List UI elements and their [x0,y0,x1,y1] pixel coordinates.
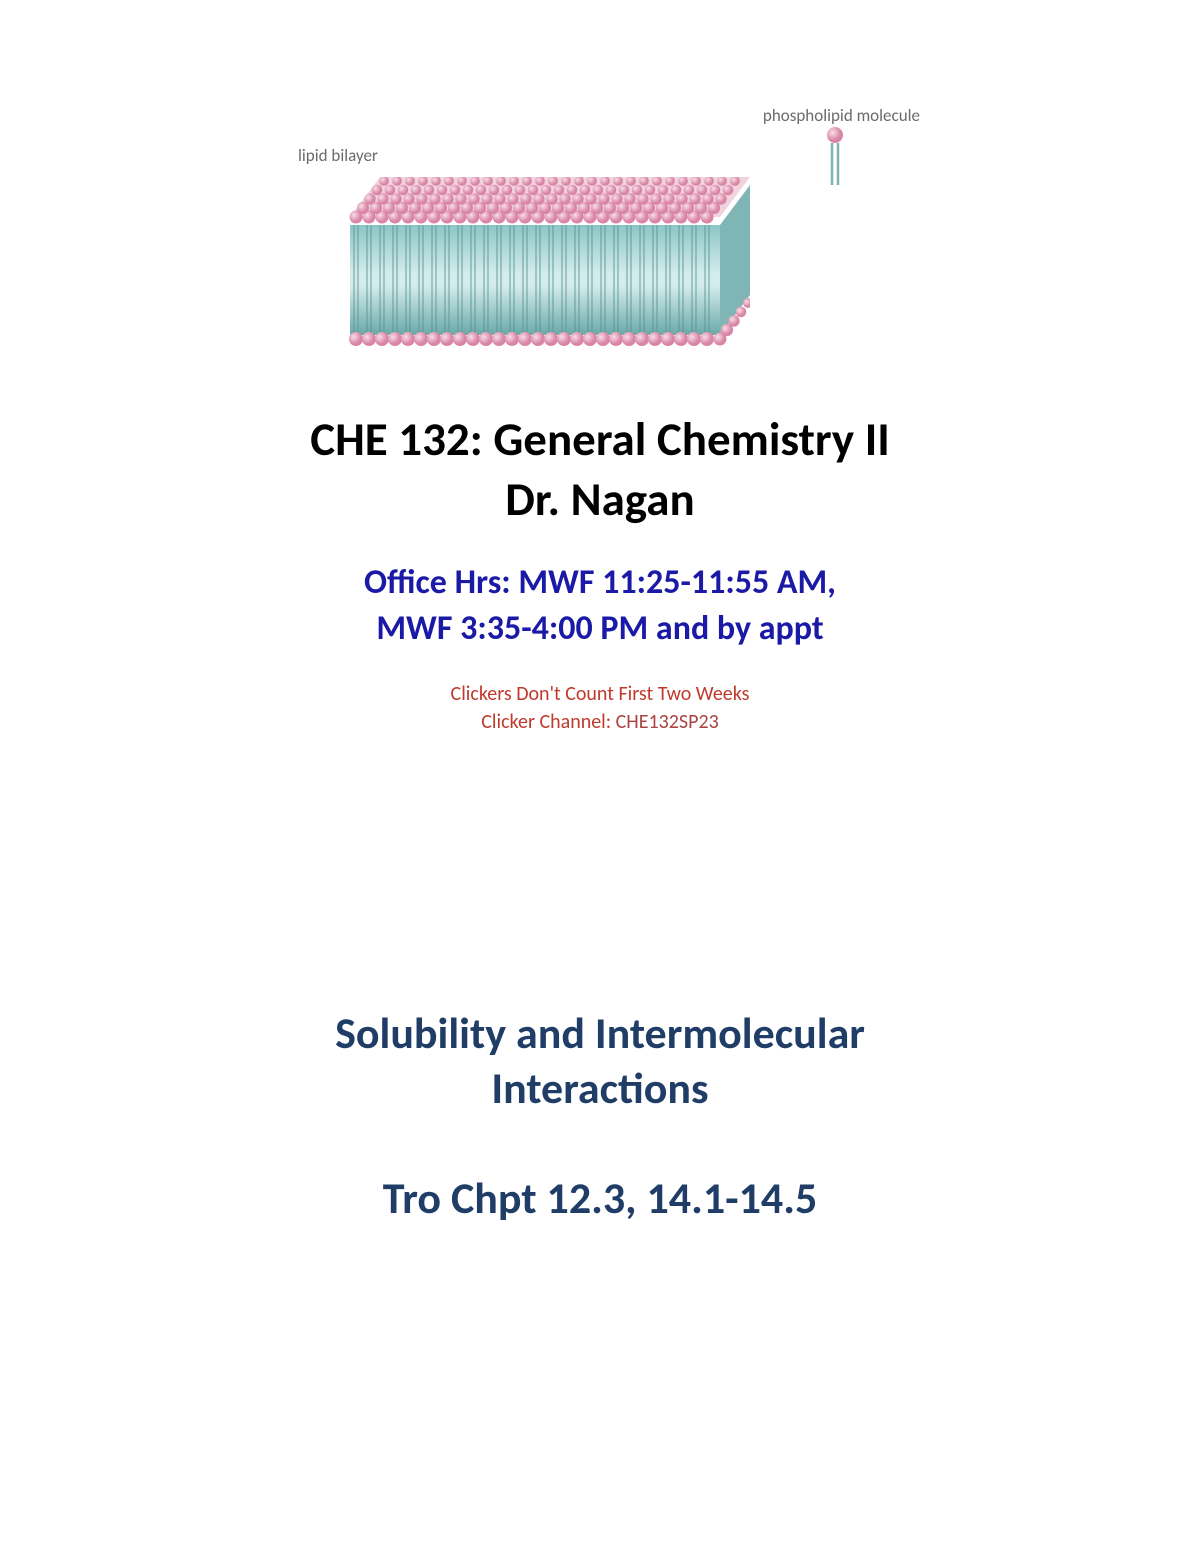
topic-title: Solubility and Intermolecular Interactio… [0,1006,1200,1116]
chapter-reference: Tro Chpt 12.3, 14.1-14.5 [0,1171,1200,1225]
label-lipid-bilayer: lipid bilayer [298,145,378,166]
topic-line2: Interactions [0,1061,1200,1116]
clicker-note-line1: Clickers Don't Count First Two Weeks [0,680,1200,708]
office-hours: Office Hrs: MWF 11:25-11:55 AM, MWF 3:35… [0,560,1200,652]
course-title: CHE 132: General Chemistry II [0,410,1200,468]
label-phospholipid-molecule: phospholipid molecule [763,105,920,126]
office-hours-line1: Office Hrs: MWF 11:25-11:55 AM, [0,560,1200,606]
clicker-channel: Clicker Channel: CHE132SP23 [0,708,1200,736]
office-hours-line2: MWF 3:35-4:00 PM and by appt [0,606,1200,652]
instructor-name: Dr. Nagan [0,470,1200,528]
clicker-channel-value: CHE132SP23 [616,710,719,734]
slide-page: lipid bilayer phospholipid molecule [0,0,1200,1553]
lipid-bilayer-icon [320,177,750,357]
clicker-note: Clickers Don't Count First Two Weeks Cli… [0,680,1200,736]
phospholipid-molecule-icon [825,127,845,187]
clicker-channel-label: Clicker Channel: [481,710,615,734]
topic-line1: Solubility and Intermolecular [0,1006,1200,1061]
lipid-bilayer-diagram: lipid bilayer phospholipid molecule [280,105,920,385]
